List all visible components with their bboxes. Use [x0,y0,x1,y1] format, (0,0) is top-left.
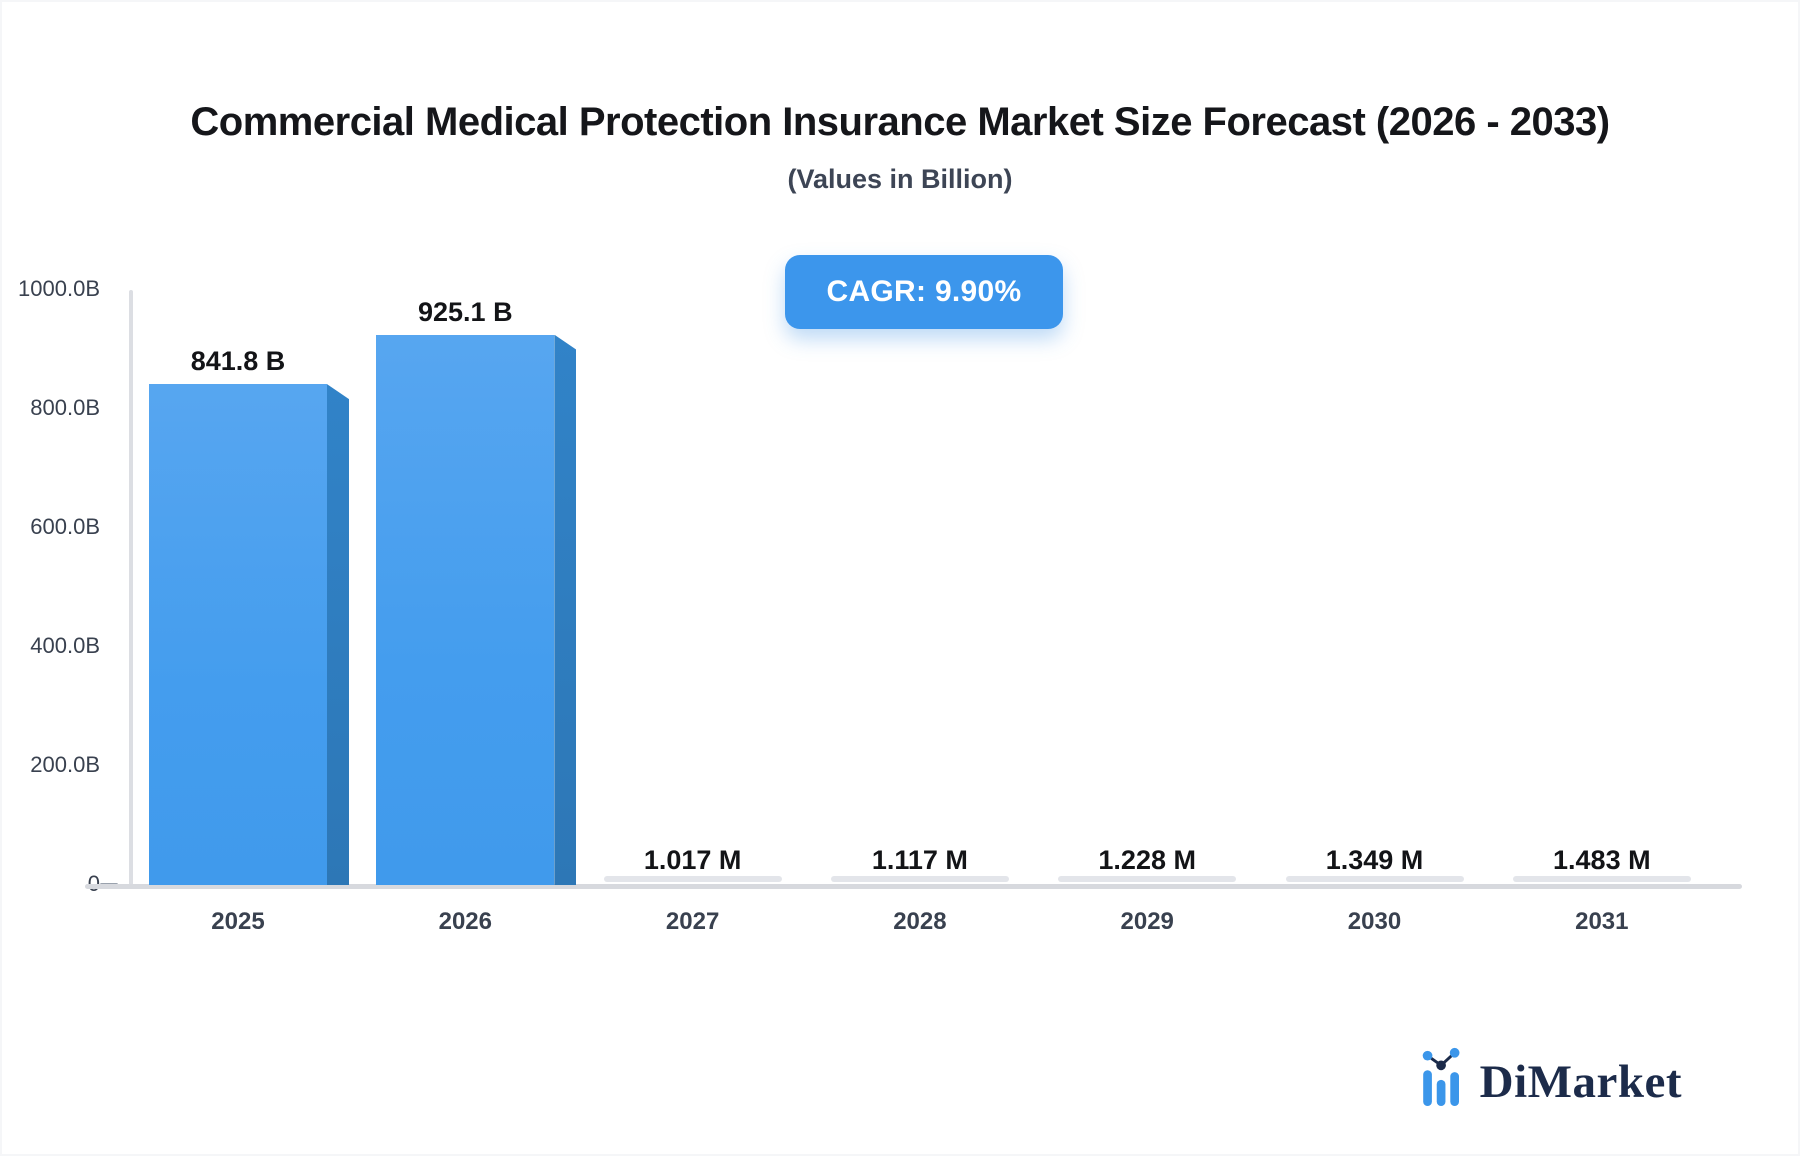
y-axis-label: 0 [0,871,100,897]
bar-value-label: 1.349 M [1325,845,1424,875]
bar-2029 [1058,876,1237,882]
y-axis-label: 1000.0B [18,276,100,301]
bar-value-label: 1.228 M [1098,845,1196,875]
y-axis-label: 800.0B [30,395,100,420]
y-axis-line [129,290,133,889]
y-axis-label: 200.0B [30,752,100,777]
y-axis-label: 400.0B [30,633,100,658]
x-axis-label-2026: 2026 [438,908,492,935]
cagr-badge: CAGR: 9.90% [785,255,1063,329]
bar-value-label: 925.1 B [418,296,513,327]
bar-value-label: 1.117 M [871,845,968,875]
bar-2028 [830,876,1009,882]
x-axis-label-2029: 2029 [1120,908,1174,935]
bar-value-label: 1.017 M [643,845,742,875]
chart-subtitle: (Values in Billion) [787,164,1013,194]
x-axis-label-2025: 2025 [211,908,265,935]
chart-title: Commercial Medical Protection Insurance … [190,100,1610,144]
bar-side-2025 [327,384,349,885]
bar-2030 [1285,876,1464,882]
bar-2025 [149,384,327,885]
x-axis-label-2030: 2030 [1347,908,1402,935]
bar-chart-logo-icon [1422,1047,1460,1106]
bar-value-label: 841.8 B [190,346,286,377]
dimarket-logo-text: DiMarket [1479,1056,1682,1108]
x-axis-baseline [85,884,1742,889]
x-axis-label-2031: 2031 [1575,908,1629,935]
x-axis-label-2028: 2028 [893,908,947,935]
bar-value-label: 1.483 M [1553,845,1651,875]
x-axis-label-2027: 2027 [665,908,720,935]
cagr-badge-label: CAGR: 9.90% [826,275,1022,308]
bar-2027 [603,876,782,882]
y-axis-label: 600.0B [30,514,100,539]
dimarket-logo: DiMarket [1422,1046,1682,1106]
bar-2031 [1512,876,1691,882]
bar-side-2026 [554,334,577,885]
bar-2026 [376,334,555,885]
